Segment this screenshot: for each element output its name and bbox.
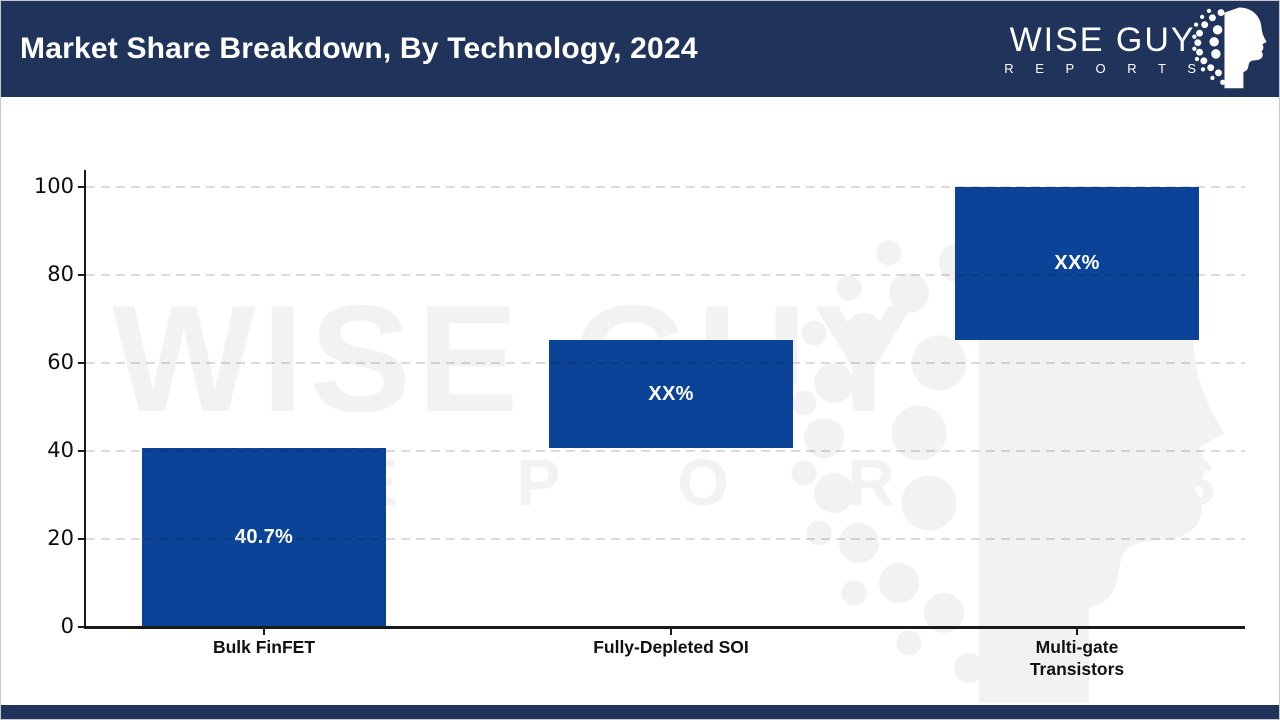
- x-tick-mark-fully-depleted-soi: [670, 629, 672, 635]
- wiseguy-logo: WISE GUY R E P O R T S: [1000, 6, 1270, 92]
- wiseguy-logo-text: WISE GUY R E P O R T S: [1000, 23, 1205, 76]
- y-axis-line: [84, 170, 86, 628]
- header-bar: Market Share Breakdown, By Technology, 2…: [0, 0, 1280, 97]
- gridline-20: [86, 538, 1245, 540]
- x-category-label-bulk-finfet: Bulk FinFET: [212, 637, 316, 657]
- logo-wiseguy-label: WISE GUY: [1009, 20, 1196, 59]
- bar-bulk-finfet: 40.7%: [142, 447, 386, 627]
- wiseguy-head-icon: [1191, 4, 1270, 95]
- x-tick-mark-multi-gate-transistors: [1076, 629, 1078, 635]
- y-tick-label-20: 20: [47, 526, 74, 550]
- gridline-100: [86, 186, 1245, 188]
- y-tick-mark-100: [78, 186, 84, 188]
- gridline-80: [86, 274, 1245, 276]
- y-tick-mark-60: [78, 362, 84, 364]
- y-tick-mark-20: [78, 538, 84, 540]
- page-title: Market Share Breakdown, By Technology, 2…: [20, 31, 698, 65]
- logo-reports-label: R E P O R T S: [1004, 60, 1205, 76]
- y-tick-label-60: 60: [47, 350, 74, 374]
- bar-value-label: 40.7%: [234, 525, 294, 548]
- gridline-40: [86, 450, 1245, 452]
- bar-fully-depleted-soi: XX%: [549, 340, 793, 448]
- y-tick-mark-0: [78, 626, 84, 628]
- y-tick-label-0: 0: [60, 614, 74, 638]
- x-axis-line: [84, 626, 1245, 629]
- y-tick-mark-80: [78, 274, 84, 276]
- bar-value-label: XX%: [648, 382, 694, 405]
- y-tick-label-80: 80: [47, 262, 74, 286]
- bar-multi-gate-transistors: XX%: [955, 187, 1199, 341]
- y-tick-label-100: 100: [33, 174, 74, 198]
- y-tick-label-40: 40: [47, 438, 74, 462]
- x-category-label-multi-gate-transistors: Multi-gate Transistors: [1029, 637, 1125, 679]
- y-tick-mark-40: [78, 450, 84, 452]
- gridline-60: [86, 362, 1245, 364]
- x-tick-mark-bulk-finfet: [263, 629, 265, 635]
- footer-bar: [0, 705, 1280, 720]
- x-category-label-fully-depleted-soi: Fully-Depleted SOI: [593, 637, 749, 657]
- bar-value-label: XX%: [1054, 252, 1100, 275]
